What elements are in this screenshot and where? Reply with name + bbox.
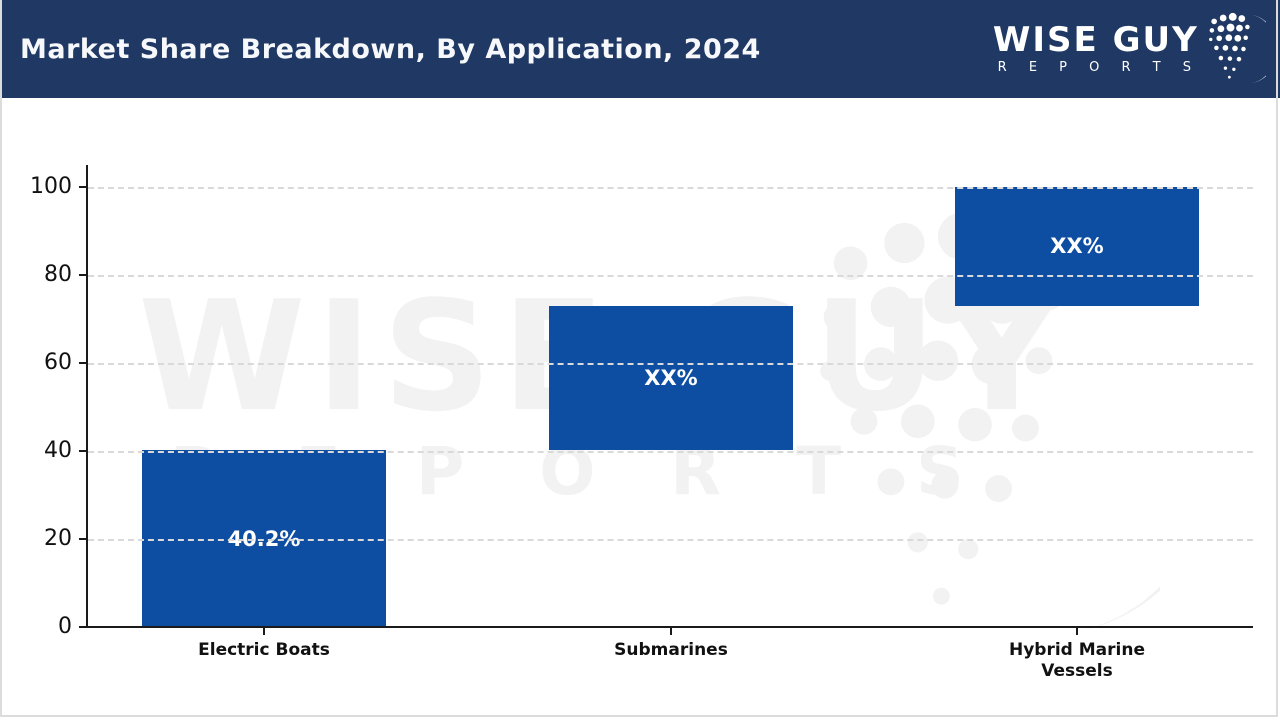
header-bar: Market Share Breakdown, By Application, … — [0, 0, 1280, 98]
head-dots-icon — [1209, 12, 1266, 84]
bar-electric-boats: 40.2% — [142, 450, 386, 627]
page-title: Market Share Breakdown, By Application, … — [20, 33, 761, 65]
bar-value-label: XX% — [1050, 234, 1104, 259]
brand-tagline: R E P O R T S — [997, 60, 1200, 76]
brand-name: WISE GUY — [992, 19, 1199, 60]
brand-text: WISE GUY R E P O R T S — [992, 19, 1200, 76]
bar-layer: 40.2% XX% XX% — [0, 98, 1280, 720]
bar-value-label: XX% — [644, 365, 698, 390]
brand-logo: WISE GUY R E P O R T S — [992, 10, 1280, 88]
chart-area: WISE GUY R E P O R T S 40.2% — [0, 98, 1280, 720]
bar-hybrid-marine-vessels: XX% — [955, 187, 1199, 306]
bar-value-label: 40.2% — [227, 526, 301, 551]
bar-submarines: XX% — [549, 305, 793, 451]
